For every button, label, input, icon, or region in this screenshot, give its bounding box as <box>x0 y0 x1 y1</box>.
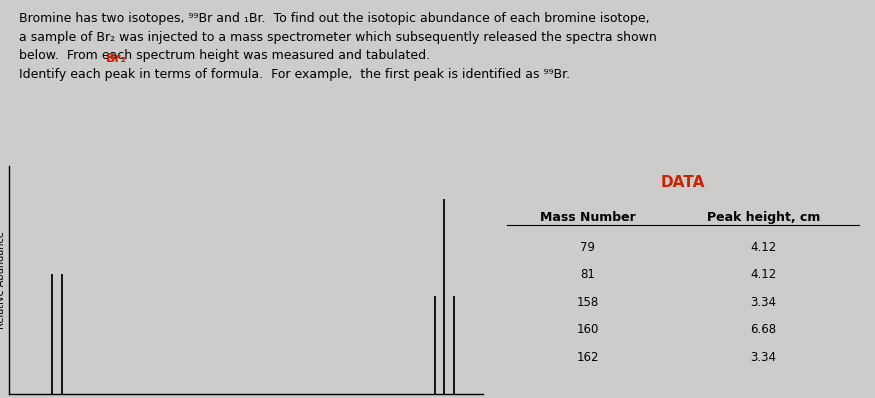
Text: 160: 160 <box>577 323 598 336</box>
Text: Peak height, cm: Peak height, cm <box>707 211 821 224</box>
Text: 6.68: 6.68 <box>751 323 777 336</box>
Text: 3.34: 3.34 <box>751 351 777 364</box>
Text: DATA: DATA <box>661 175 705 190</box>
Text: 79: 79 <box>580 241 595 254</box>
Text: 4.12: 4.12 <box>751 268 777 281</box>
Text: 162: 162 <box>577 351 599 364</box>
Text: 3.34: 3.34 <box>751 296 777 309</box>
Text: 81: 81 <box>580 268 595 281</box>
Y-axis label: Relative Abundance: Relative Abundance <box>0 231 6 329</box>
Text: 158: 158 <box>577 296 598 309</box>
Text: Mass Number: Mass Number <box>540 211 635 224</box>
Text: Br₂: Br₂ <box>106 51 127 64</box>
Text: 4.12: 4.12 <box>751 241 777 254</box>
Text: Bromine has two isotopes, ⁹⁹Br and ₁Br.  To find out the isotopic abundance of e: Bromine has two isotopes, ⁹⁹Br and ₁Br. … <box>19 12 657 81</box>
